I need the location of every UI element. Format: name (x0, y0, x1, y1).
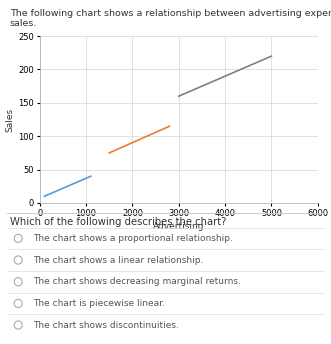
Text: The chart shows a proportional relationship.: The chart shows a proportional relations… (33, 234, 233, 243)
Text: Which of the following describes the chart?: Which of the following describes the cha… (10, 217, 226, 227)
Text: The chart shows decreasing marginal returns.: The chart shows decreasing marginal retu… (33, 277, 241, 286)
Y-axis label: Sales: Sales (5, 107, 14, 132)
Text: The chart is piecewise linear.: The chart is piecewise linear. (33, 299, 165, 308)
Text: The chart shows discontinuities.: The chart shows discontinuities. (33, 321, 179, 330)
Text: The following chart shows a relationship between advertising expenditures and: The following chart shows a relationship… (10, 9, 331, 18)
Text: The chart shows a linear relationship.: The chart shows a linear relationship. (33, 256, 204, 265)
X-axis label: Advertising: Advertising (153, 222, 205, 231)
Text: sales.: sales. (10, 19, 37, 28)
